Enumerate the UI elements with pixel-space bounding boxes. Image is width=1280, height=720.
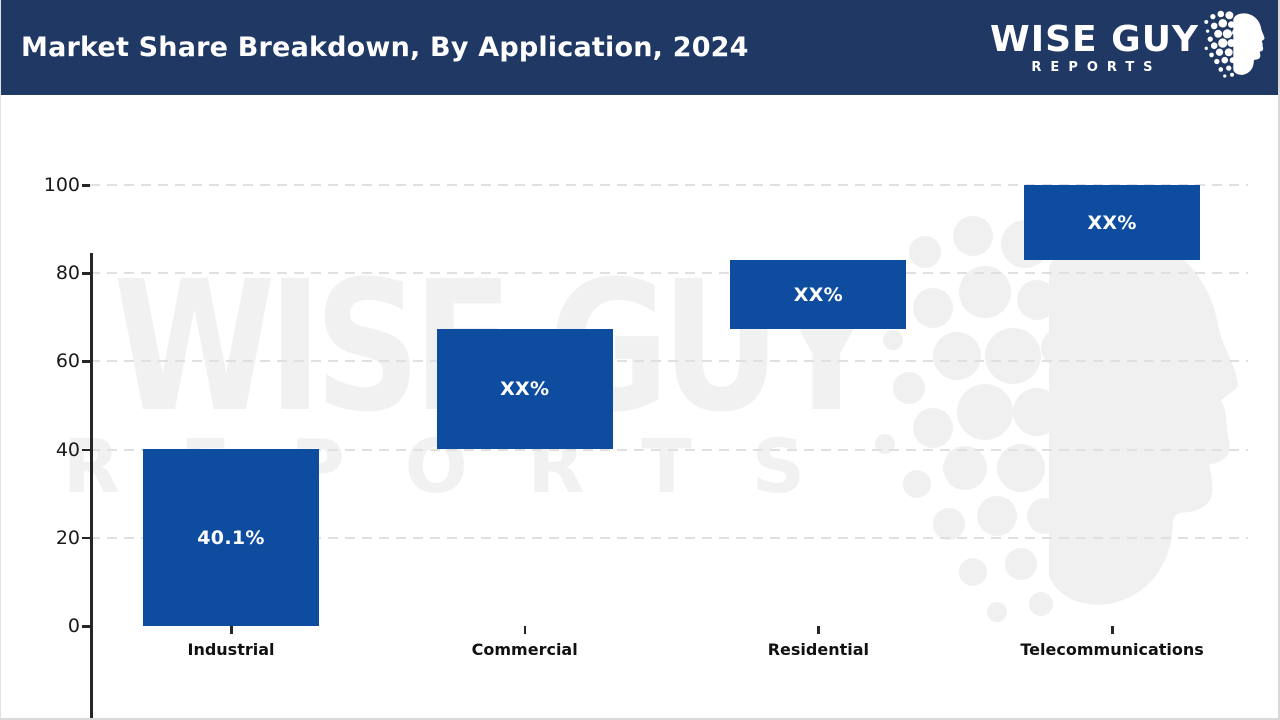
y-tick-40 bbox=[82, 448, 90, 452]
bar-value-label: XX% bbox=[500, 378, 550, 401]
x-tick-1 bbox=[523, 626, 527, 634]
gridline-20 bbox=[90, 536, 1248, 539]
y-tick-100 bbox=[82, 184, 90, 187]
bar-residential: XX% bbox=[730, 260, 907, 330]
plot-area bbox=[1, 95, 1278, 718]
wiseguy-logo: WISE GUY REPORTS bbox=[990, 4, 1267, 92]
x-category-label: Industrial bbox=[187, 640, 275, 659]
gridline-80 bbox=[90, 272, 1248, 275]
y-tick-80 bbox=[82, 272, 90, 275]
bar-industrial: 40.1% bbox=[143, 449, 319, 626]
y-tick-label-80: 80 bbox=[55, 262, 80, 285]
x-tick-0 bbox=[230, 626, 233, 634]
y-tick-label-0: 0 bbox=[67, 615, 80, 637]
logo-text: WISE GUY REPORTS bbox=[989, 18, 1199, 76]
y-tick-label-100: 100 bbox=[43, 174, 80, 196]
y-axis-line bbox=[90, 253, 93, 718]
x-category-label: Telecommunications bbox=[1020, 640, 1204, 659]
x-tick-2 bbox=[817, 626, 820, 634]
bar-value-label: XX% bbox=[793, 283, 844, 306]
bar-commercial: XX% bbox=[436, 329, 613, 450]
y-tick-label-40: 40 bbox=[55, 438, 80, 461]
gridline-40 bbox=[90, 448, 1248, 451]
bar-value-label: 40.1% bbox=[197, 526, 265, 549]
y-tick-0 bbox=[82, 625, 90, 628]
logo-wordmark: WISE GUY bbox=[989, 18, 1199, 60]
x-category-label: Residential bbox=[767, 640, 870, 659]
x-tick-3 bbox=[1111, 626, 1114, 634]
gridline-100 bbox=[90, 184, 1248, 186]
bar-value-label: XX% bbox=[1087, 211, 1137, 234]
x-category-label: Commercial bbox=[471, 640, 578, 659]
chart-title: Market Share Breakdown, By Application, … bbox=[21, 32, 749, 63]
logo-subtitle: REPORTS bbox=[1031, 60, 1162, 76]
y-tick-20 bbox=[82, 536, 90, 540]
y-tick-60 bbox=[82, 360, 90, 363]
gridline-60 bbox=[90, 360, 1248, 363]
wiseguy-face-icon bbox=[1204, 10, 1265, 78]
y-tick-label-60: 60 bbox=[55, 350, 80, 373]
y-tick-label-20: 20 bbox=[55, 526, 80, 549]
header-bar: Market Share Breakdown, By Application, … bbox=[1, 0, 1278, 95]
bar-telecommunications: XX% bbox=[1024, 185, 1201, 261]
